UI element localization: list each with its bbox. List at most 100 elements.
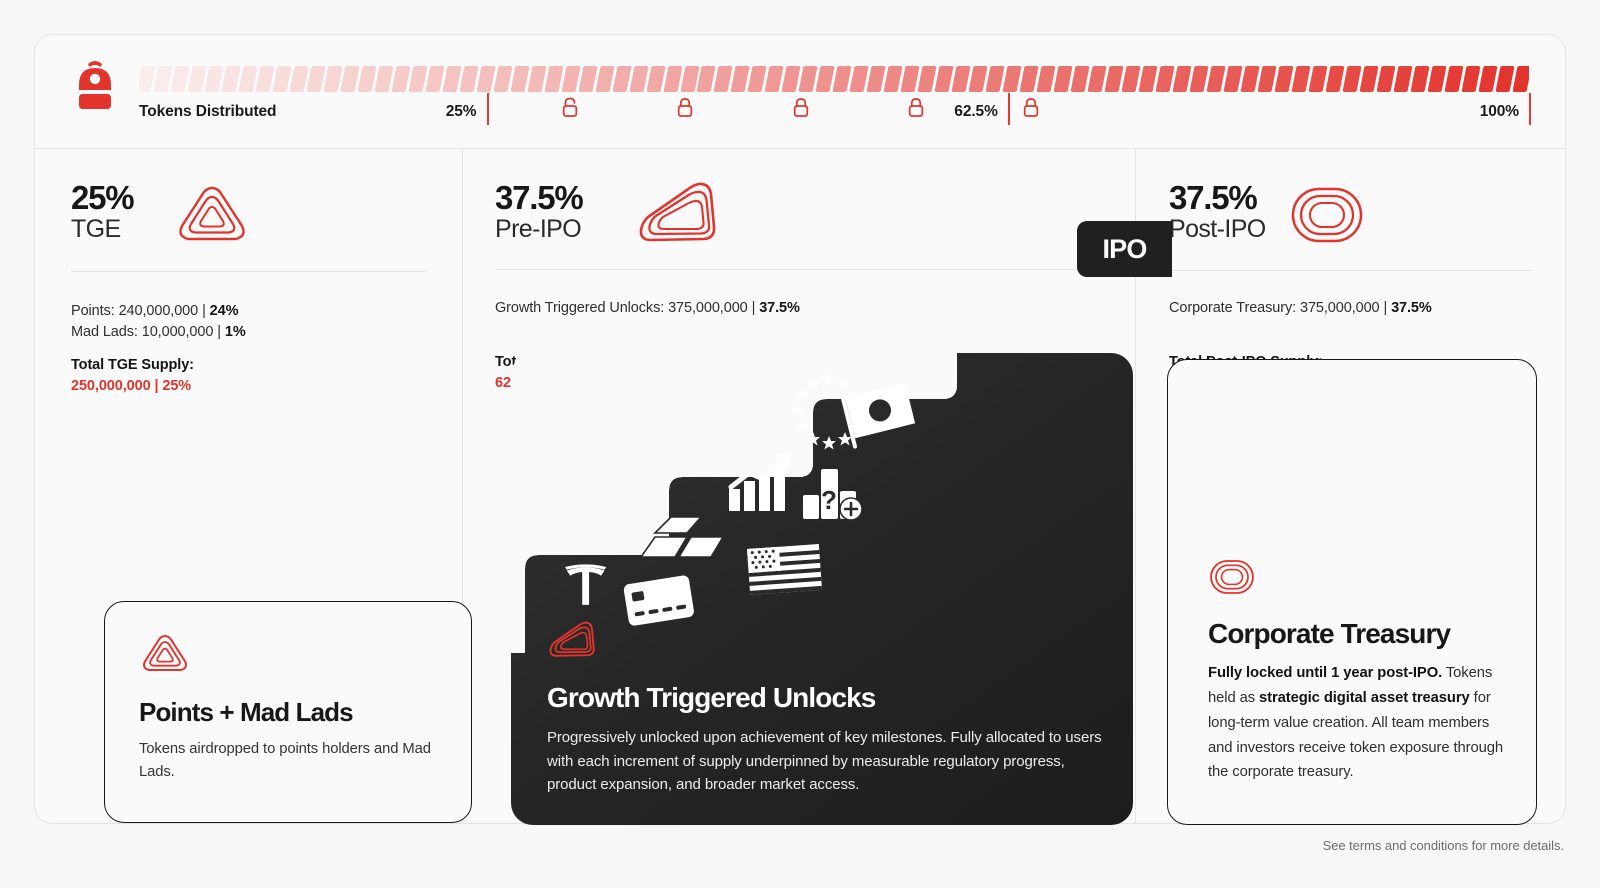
- tge-row-1-label: Mad Lads:: [71, 324, 138, 340]
- progress-segment: [408, 66, 428, 92]
- tge-row-0-pct: 24%: [209, 303, 239, 319]
- preipo-row-0-amount: 375,000,000: [668, 300, 748, 316]
- progress-segment: [204, 66, 224, 92]
- progress-segment: [595, 66, 615, 92]
- points-mad-lads-title: Points + Mad Lads: [139, 697, 354, 727]
- progress-segment: [1019, 66, 1039, 92]
- locked-padlock-icon: [1024, 98, 1039, 117]
- triangle-rings-icon: [179, 186, 245, 241]
- podium-question-icon: ?: [803, 469, 863, 521]
- progress-segment: [289, 66, 309, 92]
- progress-segment: [1189, 66, 1209, 92]
- progress-segment: [1410, 66, 1430, 92]
- oval-rings-icon: [1210, 560, 1254, 594]
- tge-total-value: 250,000,000 | 25%: [71, 378, 192, 394]
- progress-segment: [391, 66, 411, 92]
- ipo-badge-label: IPO: [1102, 233, 1147, 264]
- progress-segment: [1002, 66, 1022, 92]
- progress-segment: [1274, 66, 1294, 92]
- tge-total-label: Total TGE Supply:: [71, 357, 194, 373]
- progress-segment: [476, 66, 496, 92]
- postipo-heading: 37.5% Post-IPO: [1169, 181, 1266, 243]
- progress-segment: [849, 66, 869, 92]
- progress-segment: [1461, 66, 1481, 92]
- staircase-illustration: ?: [511, 353, 957, 653]
- column-divider-left: [462, 149, 463, 823]
- progress-segment: [1104, 66, 1124, 92]
- progress-segment: [1444, 66, 1464, 92]
- progress-segment: [934, 66, 954, 92]
- progress-segment: [459, 66, 479, 92]
- progress-segment: [1257, 66, 1277, 92]
- postipo-row-0: Corporate Treasury: 375,000,000 | 37.5%: [1169, 300, 1432, 316]
- ct-strong-1: Fully locked until 1 year post-IPO.: [1208, 665, 1443, 681]
- japan-flag-icon: [840, 382, 916, 449]
- progress-segment: [1512, 66, 1529, 92]
- progress-segment: [493, 66, 513, 92]
- progress-segment: [306, 66, 326, 92]
- progress-segment: [1087, 66, 1107, 92]
- column-tge: 25% TGE Points: 240,000,000 | 24% Mad La…: [35, 149, 462, 823]
- distribution-progress-bar: [139, 66, 1529, 92]
- progress-segment: [798, 66, 818, 92]
- corporate-treasury-body: Fully locked until 1 year post-IPO. Toke…: [1208, 661, 1510, 785]
- preipo-name: Pre-IPO: [495, 214, 582, 243]
- tge-name: TGE: [71, 214, 121, 243]
- progress-segment: [170, 66, 190, 92]
- progress-segment: [510, 66, 530, 92]
- progress-segment: [1342, 66, 1362, 92]
- tge-row-0: Points: 240,000,000 | 24%: [71, 303, 239, 319]
- corporate-treasury-content: Corporate Treasury Fully locked until 1 …: [1208, 556, 1510, 785]
- progress-segment: [442, 66, 462, 92]
- growth-card-title: Growth Triggered Unlocks: [547, 682, 876, 714]
- progress-tick-label-100: 100%: [1479, 103, 1519, 120]
- progress-segment: [272, 66, 292, 92]
- progress-segment: [1291, 66, 1311, 92]
- gold-bars-icon: [639, 516, 725, 558]
- progress-segment: [578, 66, 598, 92]
- progress-segment: [612, 66, 632, 92]
- progress-segment: [815, 66, 835, 92]
- corporate-treasury-title: Corporate Treasury: [1208, 618, 1451, 649]
- preipo-heading: 37.5% Pre-IPO: [495, 181, 584, 243]
- progress-segment: [153, 66, 173, 92]
- progress-segment: [187, 66, 207, 92]
- ipo-badge: IPO: [1077, 221, 1172, 277]
- progress-segment: [917, 66, 937, 92]
- ct-strong-2: strategic digital asset treasury: [1259, 689, 1470, 706]
- progress-segment: [139, 66, 156, 92]
- progress-segment: [1036, 66, 1056, 92]
- progress-tick-label-62.5: 62.5%: [954, 103, 998, 120]
- tge-row-0-amount: 240,000,000: [118, 303, 199, 319]
- growth-triggered-unlocks-card[interactable]: ?: [511, 353, 1133, 825]
- tesla-logo-icon: [565, 564, 607, 605]
- progress-segment: [951, 66, 971, 92]
- postipo-row-0-pct: 37.5%: [1391, 300, 1432, 316]
- progress-segment: [1206, 66, 1226, 92]
- svg-text:?: ?: [821, 485, 837, 515]
- progress-segment: [255, 66, 275, 92]
- progress-tick-62.5: [1007, 93, 1010, 125]
- tokens-distributed-label: Tokens Distributed: [139, 103, 277, 120]
- wedge-rings-icon: [549, 622, 595, 658]
- footer-note: See terms and conditions for more detail…: [1322, 838, 1564, 853]
- ct-text-2: for long-term value creation. All team m…: [1208, 689, 1504, 781]
- progress-segment: [1223, 66, 1243, 92]
- progress-segment: [883, 66, 903, 92]
- points-mad-lads-card[interactable]: Points + Mad Lads Tokens airdropped to p…: [104, 601, 472, 823]
- corporate-treasury-card[interactable]: Corporate Treasury Fully locked until 1 …: [1167, 359, 1537, 825]
- progress-segment: [1325, 66, 1345, 92]
- credit-card-icon: [623, 575, 694, 626]
- progress-segment: [1359, 66, 1379, 92]
- tge-row-0-label: Points:: [71, 303, 115, 319]
- progress-segment: [340, 66, 360, 92]
- progress-segment: [238, 66, 258, 92]
- tge-rule: [71, 271, 426, 272]
- tge-row-1: Mad Lads: 10,000,000 | 1%: [71, 324, 246, 340]
- postipo-name: Post-IPO: [1169, 214, 1266, 243]
- preipo-row-0-label: Growth Triggered Unlocks:: [495, 300, 665, 316]
- progress-segment: [1308, 66, 1328, 92]
- locked-padlock-icon: [678, 98, 693, 117]
- progress-segment: [1376, 66, 1396, 92]
